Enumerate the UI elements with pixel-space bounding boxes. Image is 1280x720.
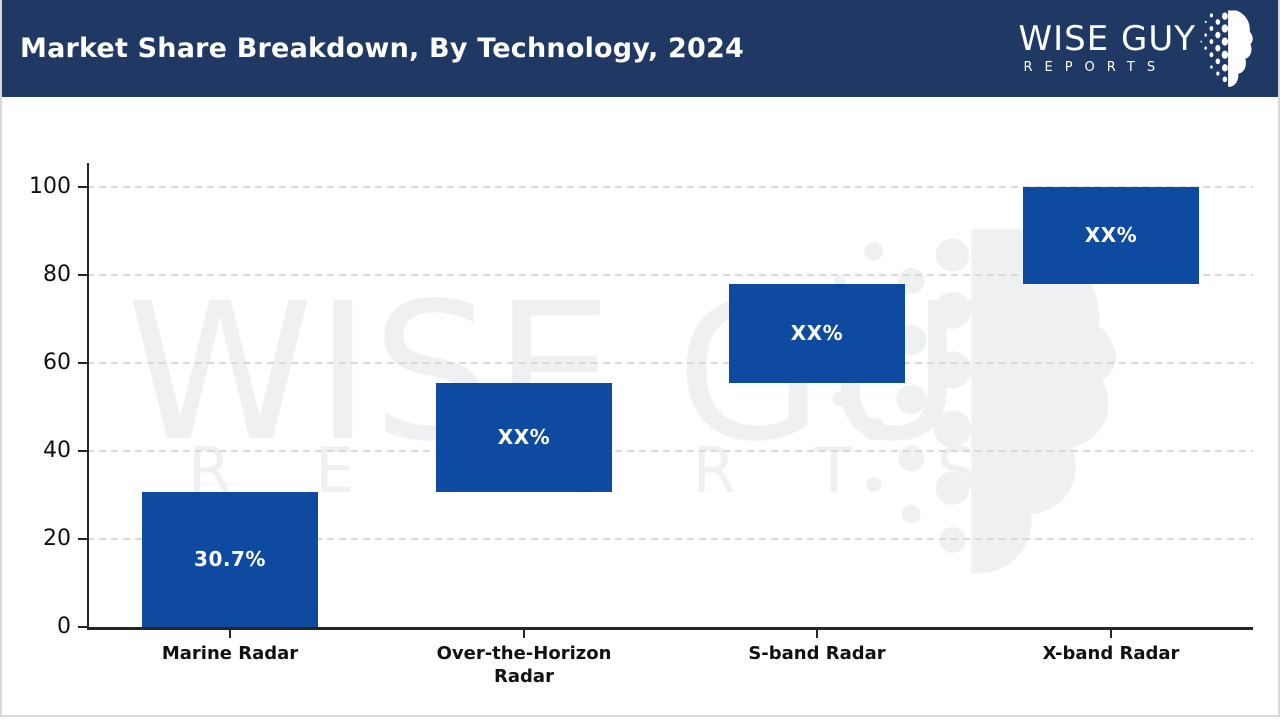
- y-tick: [78, 626, 87, 628]
- bar-segment: XX%: [436, 382, 612, 492]
- wise-guy-logo: WISE GUY REPORTS: [1018, 8, 1262, 90]
- watermark-face-icon: [809, 229, 1117, 574]
- y-axis-line: [87, 163, 89, 630]
- bar-value-label: XX%: [497, 425, 551, 450]
- y-tick-label: 60: [43, 350, 71, 375]
- gridline: [87, 362, 1253, 364]
- y-tick: [78, 538, 87, 540]
- y-tick-label: 100: [29, 174, 71, 199]
- header: Market Share Breakdown, By Technology, 2…: [0, 0, 1280, 97]
- y-tick: [78, 274, 87, 276]
- gridline: [87, 274, 1253, 276]
- logo-face-icon: [1200, 9, 1253, 87]
- bar-segment: XX%: [729, 283, 905, 383]
- bar-value-label: XX%: [790, 321, 844, 346]
- y-tick-label: 0: [57, 614, 71, 639]
- x-category-label: Over-the-Horizon Radar: [436, 643, 612, 688]
- x-category-label: Marine Radar: [161, 643, 299, 664]
- y-tick: [78, 362, 87, 364]
- y-tick: [78, 186, 87, 188]
- y-tick-label: 20: [43, 526, 71, 551]
- logo-subtext: REPORTS: [1023, 60, 1168, 75]
- logo-text: WISE GUY REPORTS: [1018, 22, 1196, 75]
- x-tick: [229, 630, 231, 638]
- logo-wordmark: WISE GUY: [1018, 19, 1196, 59]
- x-tick: [523, 630, 525, 638]
- x-tick: [1110, 630, 1112, 638]
- x-tick: [816, 630, 818, 638]
- x-category-label: S-band Radar: [748, 643, 886, 664]
- bar-segment: 30.7%: [142, 491, 318, 627]
- x-category-label: X-band Radar: [1042, 643, 1180, 664]
- bar-value-label: 30.7%: [194, 547, 266, 572]
- gridline: [87, 186, 1253, 188]
- y-tick-label: 80: [43, 262, 71, 287]
- gridline: [87, 450, 1253, 452]
- gridline: [87, 538, 1253, 540]
- bar-segment: XX%: [1023, 187, 1199, 284]
- bar-value-label: XX%: [1084, 223, 1138, 248]
- y-tick: [78, 450, 87, 452]
- y-tick-label: 40: [43, 438, 71, 463]
- x-axis-line: [87, 627, 1253, 630]
- chart-title: Market Share Breakdown, By Technology, 2…: [20, 33, 745, 64]
